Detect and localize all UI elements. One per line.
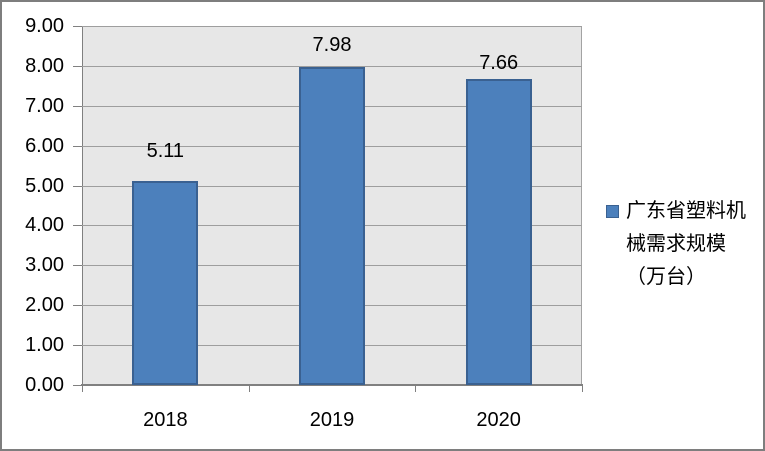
y-axis-tick-label: 6.00 <box>25 134 64 157</box>
y-axis-tick <box>73 265 82 267</box>
bar-2018 <box>132 181 199 385</box>
bar-data-label: 7.98 <box>312 33 352 56</box>
y-axis-tick <box>73 345 82 347</box>
y-axis-tick-label: 3.00 <box>25 254 64 277</box>
x-axis-label-2018: 2018 <box>143 409 188 431</box>
y-axis-tick <box>73 145 82 147</box>
bar-2020 <box>465 79 532 385</box>
legend-label-line: 广东省塑料机 <box>626 200 746 222</box>
x-axis-tick <box>82 386 83 392</box>
legend: 广东省塑料机 械需求规模 （万台） <box>606 195 746 294</box>
bar-2019 <box>299 66 365 385</box>
x-axis-label-2020: 2020 <box>476 409 521 431</box>
x-axis-tick <box>582 386 583 392</box>
gridline <box>82 65 582 67</box>
y-axis-tick <box>73 385 82 386</box>
y-axis-tick <box>73 225 82 227</box>
y-axis-tick <box>73 26 82 27</box>
x-axis-line <box>81 384 583 386</box>
y-axis-tick <box>73 305 82 307</box>
y-axis-tick-label: 8.00 <box>25 54 64 77</box>
y-axis-tick <box>73 185 82 187</box>
y-axis-tick <box>73 65 82 67</box>
x-axis-tick <box>248 386 250 392</box>
legend-series-label: 广东省塑料机 械需求规模 （万台） <box>626 195 746 294</box>
legend-marker-square-icon <box>606 205 619 218</box>
y-axis-tick-label: 2.00 <box>25 294 64 317</box>
y-axis-tick-label: 9.00 <box>25 15 64 37</box>
x-axis-label-2019: 2019 <box>309 409 355 431</box>
bar-data-label: 5.11 <box>146 140 185 163</box>
legend-label-line: （万台） <box>626 266 706 288</box>
y-axis-tick-label: 0.00 <box>25 374 64 396</box>
x-axis-tick <box>415 386 417 392</box>
bar-data-label: 7.66 <box>479 52 519 75</box>
y-axis-tick-label: 4.00 <box>25 214 64 237</box>
legend-label-line: 械需求规模 <box>626 233 726 255</box>
y-axis-tick <box>73 105 82 107</box>
y-axis-tick-label: 5.00 <box>25 174 64 197</box>
y-axis-tick-label: 7.00 <box>25 94 64 117</box>
gridline <box>82 26 582 27</box>
y-axis-tick-label: 1.00 <box>25 334 64 357</box>
